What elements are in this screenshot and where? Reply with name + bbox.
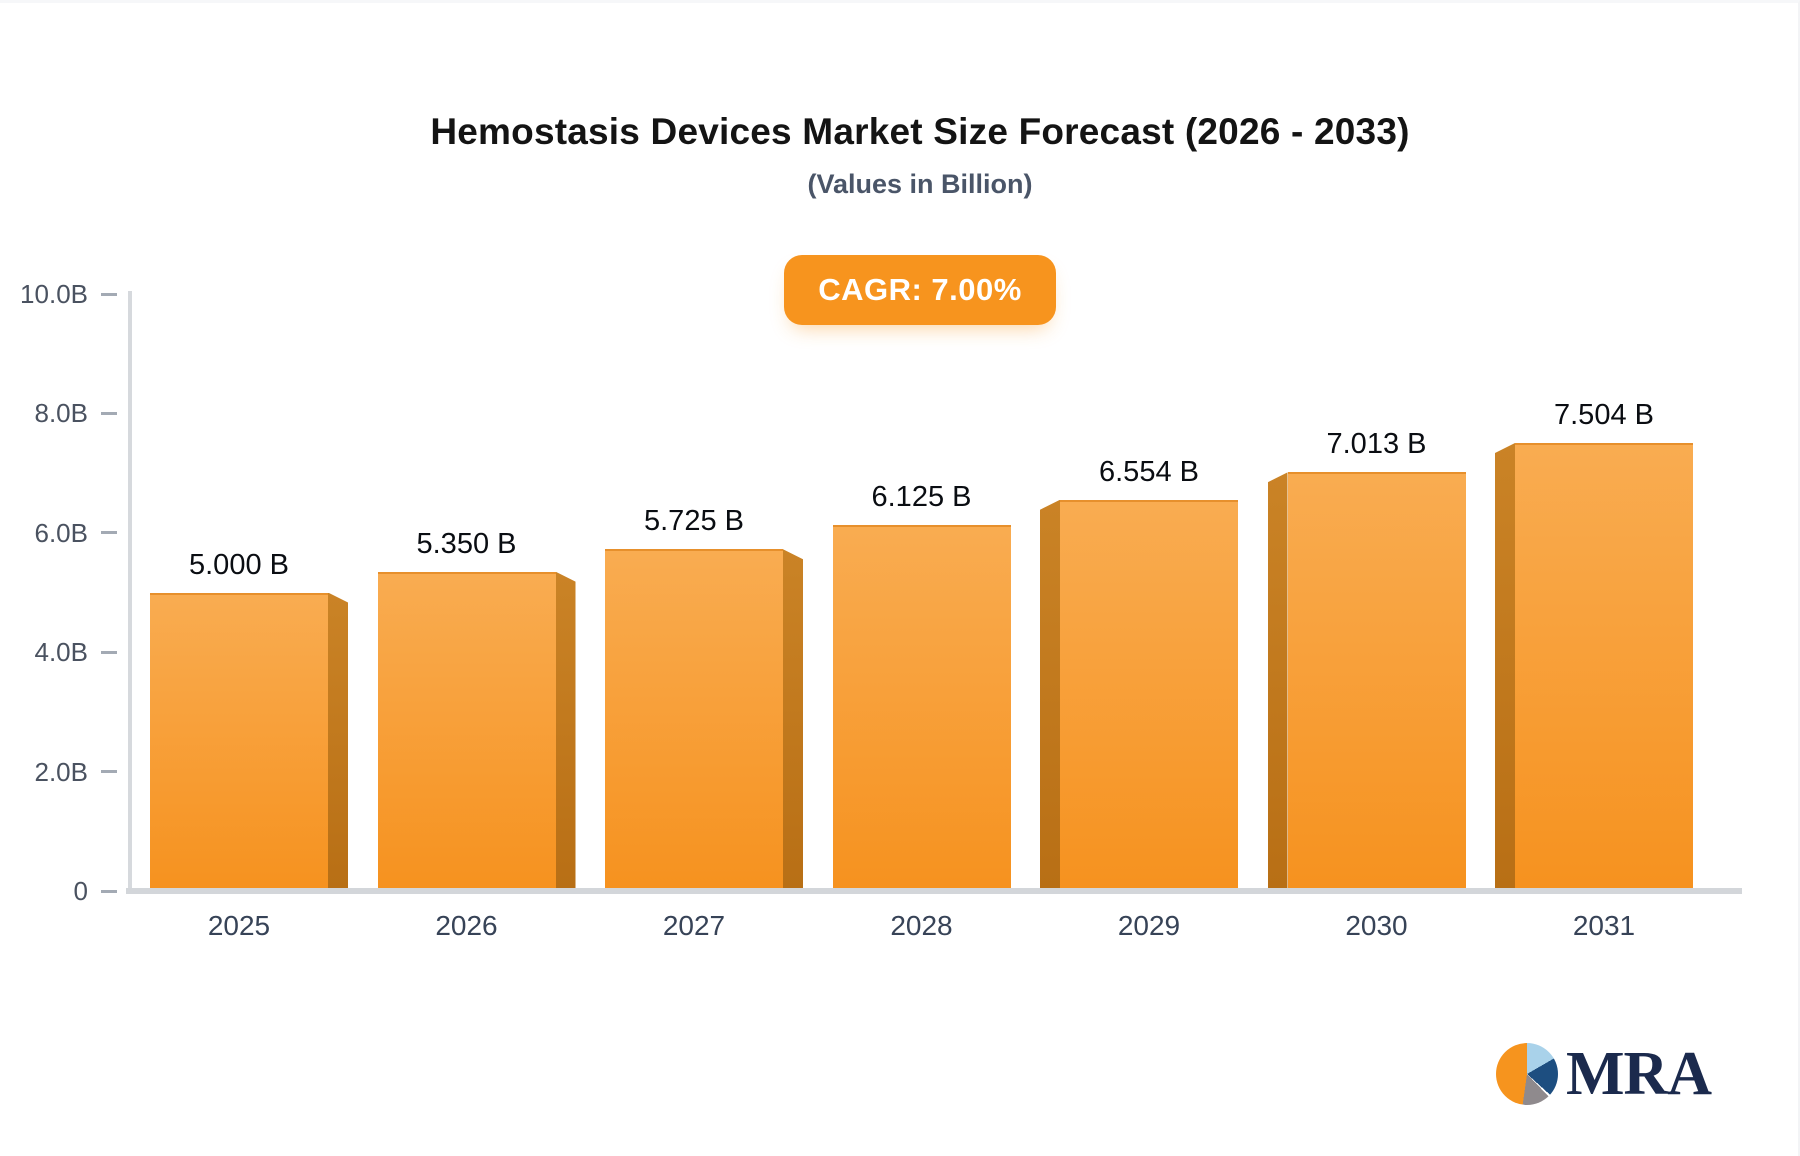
bar	[1287, 472, 1466, 888]
bar	[1515, 443, 1693, 888]
bar-3d-side	[783, 549, 803, 888]
x-axis-label: 2031	[1572, 910, 1636, 941]
y-axis-tick-label: 10.0B	[20, 279, 88, 309]
bar-value-label: 6.554 B	[1099, 455, 1199, 488]
x-axis-label: 2025	[207, 910, 271, 941]
x-axis-label: 2027	[662, 910, 726, 941]
bar-3d-side	[1040, 499, 1060, 888]
x-axis-label: 2026	[435, 910, 498, 941]
y-axis-line	[128, 291, 132, 894]
y-axis-tick	[101, 650, 117, 654]
bar-value-label: 6.125 B	[871, 481, 972, 514]
y-axis-tick-label: 6.0B	[34, 517, 89, 548]
bar	[605, 549, 783, 888]
y-axis-tick	[101, 531, 117, 535]
y-axis-tick-label: 0	[73, 876, 88, 906]
bar	[150, 592, 328, 888]
bar-3d-side	[328, 592, 348, 888]
y-axis-tick	[101, 411, 117, 415]
bar-3d-side	[1267, 472, 1288, 888]
y-axis-tick	[101, 770, 117, 774]
y-axis-tick-label: 8.0B	[34, 398, 89, 429]
x-axis-line	[126, 888, 1742, 894]
bar-3d-side	[555, 571, 576, 888]
bar-3d-side	[1495, 443, 1515, 888]
cagr-badge-row: CAGR: 7.00%	[40, 255, 1798, 325]
y-axis-tick-label: 2.0B	[34, 756, 89, 787]
cagr-badge: CAGR: 7.00%	[784, 255, 1056, 325]
x-axis-label: 2030	[1345, 910, 1408, 941]
chart-title: Hemostasis Devices Market Size Forecast …	[430, 111, 1410, 152]
bar	[832, 525, 1011, 888]
bar-value-label: 7.504 B	[1554, 399, 1654, 431]
chart-subtitle: (Values in Billion)	[807, 169, 1033, 199]
bar-value-label: 5.725 B	[644, 505, 744, 538]
y-axis-tick	[101, 292, 117, 296]
y-axis-tick-label: 4.0B	[34, 637, 89, 668]
bar	[377, 571, 556, 888]
mra-logo-text: MRA	[1566, 1040, 1712, 1108]
cagr-badge-label: CAGR: 7.00%	[818, 272, 1022, 307]
mra-logo: MRA	[1496, 1040, 1712, 1108]
x-axis-label: 2028	[890, 910, 953, 941]
bar-value-label: 5.000 B	[189, 548, 289, 581]
bar-value-label: 5.350 B	[416, 527, 517, 560]
plot-area: 10.0B 8.0B 6.0B 4.0B 2.0B 0 5.000 B 2025 5.350 B…	[0, 3, 1798, 1156]
bar	[1060, 499, 1238, 888]
bar-value-label: 7.013 B	[1326, 428, 1427, 461]
mra-pie-chart-icon	[1496, 1043, 1558, 1105]
x-axis-label: 2029	[1117, 910, 1181, 941]
y-axis-tick	[101, 889, 117, 893]
